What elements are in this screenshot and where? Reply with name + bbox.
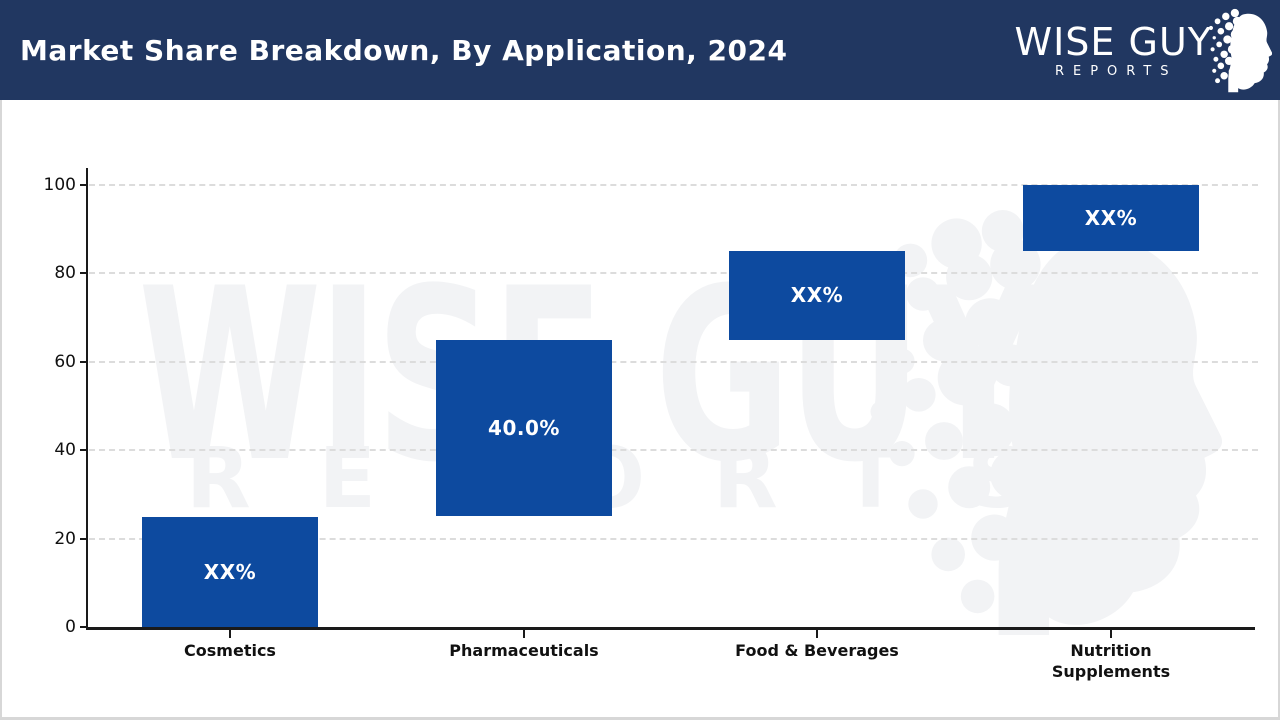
x-category-label-line: Pharmaceuticals bbox=[449, 641, 599, 660]
y-axis-tick bbox=[80, 272, 88, 275]
bar-pharmaceuticals: 40.0% bbox=[436, 339, 612, 517]
x-category-label: Pharmaceuticals bbox=[404, 640, 644, 661]
x-axis-tick bbox=[229, 630, 231, 638]
x-axis-tick bbox=[523, 630, 525, 638]
x-category-label: Nutrition Supplements bbox=[991, 640, 1231, 682]
y-tick-label: 100 bbox=[43, 175, 76, 195]
brand-logo: WISE GUY REPORTS bbox=[1015, 5, 1272, 97]
x-category-label: Food & Beverages bbox=[697, 640, 937, 661]
face-dots-logo-icon bbox=[1208, 8, 1272, 93]
bar-food-beverages: XX% bbox=[729, 251, 905, 340]
bar-value-label: XX% bbox=[790, 283, 844, 308]
y-tick-label: 80 bbox=[54, 263, 76, 284]
x-category-label-line: Food & Beverages bbox=[735, 641, 899, 660]
gridline bbox=[89, 537, 1258, 540]
bar-cosmetics: XX% bbox=[142, 516, 318, 627]
x-category-label: Cosmetics bbox=[110, 640, 350, 661]
y-axis-tick bbox=[80, 360, 88, 363]
gridline bbox=[89, 449, 1258, 452]
gridline bbox=[89, 184, 1258, 186]
gridline bbox=[89, 360, 1258, 363]
logo-wordmark: WISE GUY bbox=[1014, 20, 1212, 65]
y-axis-tick bbox=[80, 449, 88, 452]
frame-border-bottom bbox=[0, 717, 1280, 720]
bar-value-label: XX% bbox=[1084, 206, 1138, 231]
logo-subtext: REPORTS bbox=[1054, 63, 1178, 79]
bar-nutrition: XX% bbox=[1023, 185, 1199, 252]
x-category-label-line: Nutrition bbox=[1070, 641, 1152, 660]
x-axis-tick bbox=[816, 630, 818, 638]
page-title: Market Share Breakdown, By Application, … bbox=[20, 33, 788, 67]
brand-logo-text: WISE GUY REPORTS bbox=[1014, 20, 1212, 79]
x-category-label-line: Cosmetics bbox=[184, 641, 276, 660]
x-category-label-line: Supplements bbox=[1051, 662, 1171, 681]
y-axis-tick bbox=[80, 537, 88, 540]
frame-border-right bbox=[1278, 100, 1280, 720]
y-axis-tick bbox=[80, 184, 88, 186]
frame-border-left bbox=[0, 100, 2, 720]
y-axis-line bbox=[86, 168, 88, 629]
y-tick-label: 0 bbox=[65, 617, 76, 637]
y-tick-label: 60 bbox=[54, 351, 76, 372]
y-tick-label: 20 bbox=[54, 528, 76, 549]
y-axis-tick bbox=[80, 626, 88, 628]
x-axis-line bbox=[86, 627, 1255, 630]
gridline bbox=[89, 272, 1258, 275]
bar-value-label: 40.0% bbox=[488, 416, 560, 441]
bar-value-label: XX% bbox=[203, 559, 257, 584]
y-tick-label: 40 bbox=[54, 440, 76, 461]
header: Market Share Breakdown, By Application, … bbox=[0, 0, 1280, 100]
x-axis-tick bbox=[1110, 630, 1112, 638]
